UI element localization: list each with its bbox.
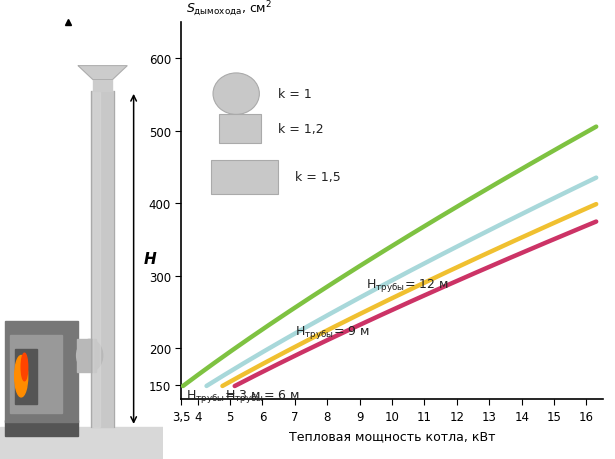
Text: k = 1: k = 1 — [279, 88, 312, 101]
Circle shape — [213, 74, 260, 115]
Bar — [211, 160, 279, 194]
Text: Н$_{\mathregular{трубы}}$= 6 м: Н$_{\mathregular{трубы}}$= 6 м — [225, 387, 300, 404]
Bar — [0, 427, 163, 459]
Text: $S_{\mathregular{дымохода}}$, см$^2$: $S_{\mathregular{дымохода}}$, см$^2$ — [186, 0, 272, 19]
Bar — [91, 92, 114, 427]
Polygon shape — [78, 67, 127, 80]
Bar — [93, 80, 113, 92]
Text: Н$_{\mathregular{трубы}}$= 12 м: Н$_{\mathregular{трубы}}$= 12 м — [366, 276, 449, 293]
Bar — [5, 420, 78, 436]
Ellipse shape — [77, 340, 103, 372]
Text: k = 1,2: k = 1,2 — [279, 123, 324, 135]
Text: Н$_{\mathregular{трубы}}$= 3 м: Н$_{\mathregular{трубы}}$= 3 м — [186, 387, 261, 404]
Ellipse shape — [21, 353, 28, 381]
Text: Н$_{\mathregular{трубы}}$= 9 м: Н$_{\mathregular{трубы}}$= 9 м — [295, 323, 370, 340]
Text: Н: Н — [143, 252, 156, 267]
Bar — [77, 340, 96, 372]
Bar — [220, 115, 261, 143]
Bar — [15, 349, 38, 404]
Bar — [10, 335, 62, 413]
X-axis label: Тепловая мощность котла, кВт: Тепловая мощность котла, кВт — [289, 430, 495, 442]
Bar — [93, 92, 100, 427]
Ellipse shape — [15, 356, 28, 397]
Bar — [5, 321, 78, 422]
Text: k = 1,5: k = 1,5 — [295, 171, 341, 184]
